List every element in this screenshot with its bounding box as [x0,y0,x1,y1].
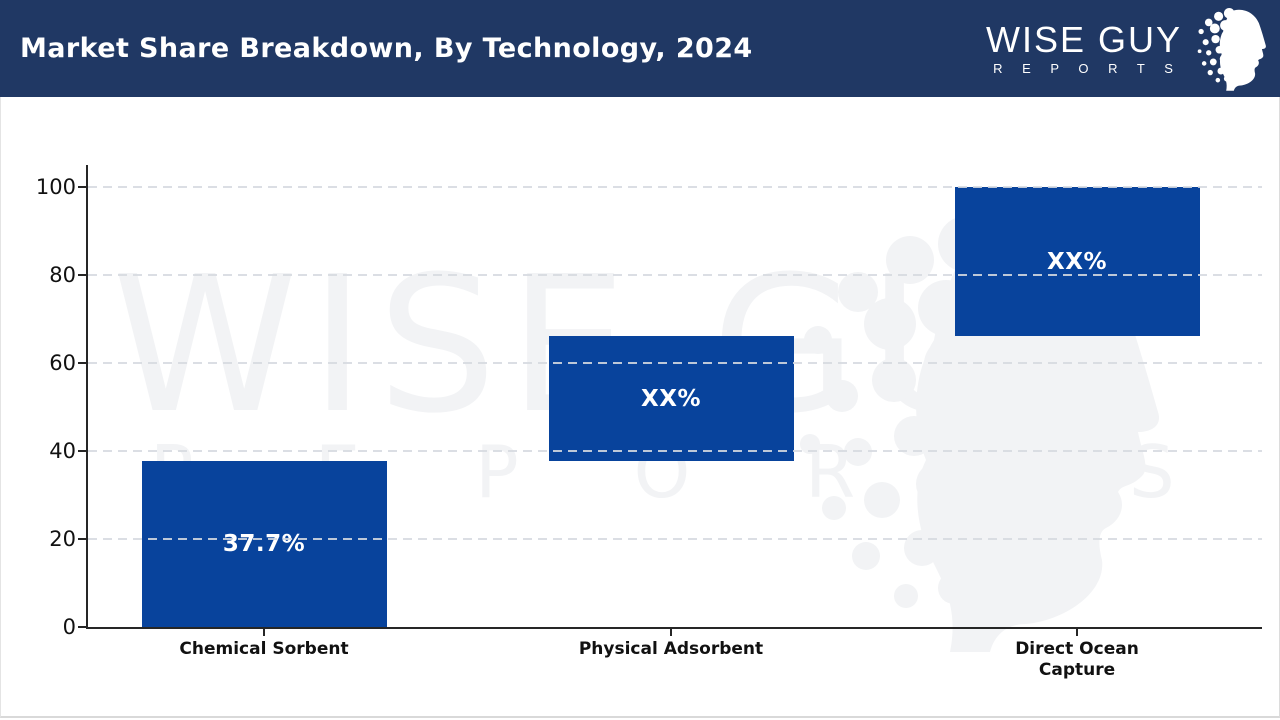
y-tick-mark-100 [78,186,86,188]
bar-physical-adsorbent: XX% [548,336,794,462]
y-tick-mark-0 [78,626,86,628]
x-tick-mark-3 [1076,629,1078,636]
y-tick-mark-20 [78,538,86,540]
x-tick-mark-2 [670,629,672,636]
y-axis-line [86,165,88,629]
page-title: Market Share Breakdown, By Technology, 2… [20,33,753,64]
y-tick-label-0: 0 [62,615,76,639]
category-label-line: Capture [1038,660,1116,681]
logo-face-icon [1192,7,1268,91]
category-label-line: Direct Ocean [1015,639,1139,659]
y-tick-label-100: 100 [35,175,76,199]
gridline-20 [88,538,1262,540]
y-tick-mark-60 [78,362,86,364]
y-tick-label-80: 80 [49,263,76,287]
gridline-80 [88,274,1262,276]
bar-value-label: XX% [640,385,701,412]
y-tick-label-20: 20 [49,527,76,551]
x-axis-line [86,627,1262,629]
bar-value-label: XX% [1046,248,1107,275]
logo-wordmark: WISE GUY R E P O R T S [986,21,1182,76]
category-label-chemical-sorbent: Chemical Sorbent [179,639,348,660]
x-tick-mark-1 [263,629,265,636]
y-tick-label-60: 60 [49,351,76,375]
gridline-40 [88,450,1262,452]
bar-value-label: 37.7% [222,531,306,558]
logo-wordmark-top: WISE GUY [985,19,1182,61]
header-bar: Market Share Breakdown, By Technology, 2… [0,0,1280,97]
y-tick-mark-40 [78,450,86,452]
gridline-60 [88,362,1262,364]
category-label-line: Chemical Sorbent [179,639,349,659]
chart-plot-area: 0 20 40 60 80 100 37.7% Chemical Sorbent XX% Phys… [36,165,1262,680]
bar-chemical-sorbent: 37.7% [141,461,387,627]
y-tick-mark-80 [78,274,86,276]
gridline-100 [88,186,1262,188]
logo-wordmark-bottom: R E P O R T S [993,60,1181,76]
bar-direct-ocean-capture: XX% [954,187,1200,337]
y-tick-label-40: 40 [49,439,76,463]
category-label-direct-ocean-capture: Direct Ocean Capture [1015,639,1139,682]
category-label-line: Physical Adsorbent [578,639,764,659]
wise-guy-reports-logo: WISE GUY R E P O R T S [986,7,1280,91]
category-label-physical-adsorbent: Physical Adsorbent [579,639,763,660]
